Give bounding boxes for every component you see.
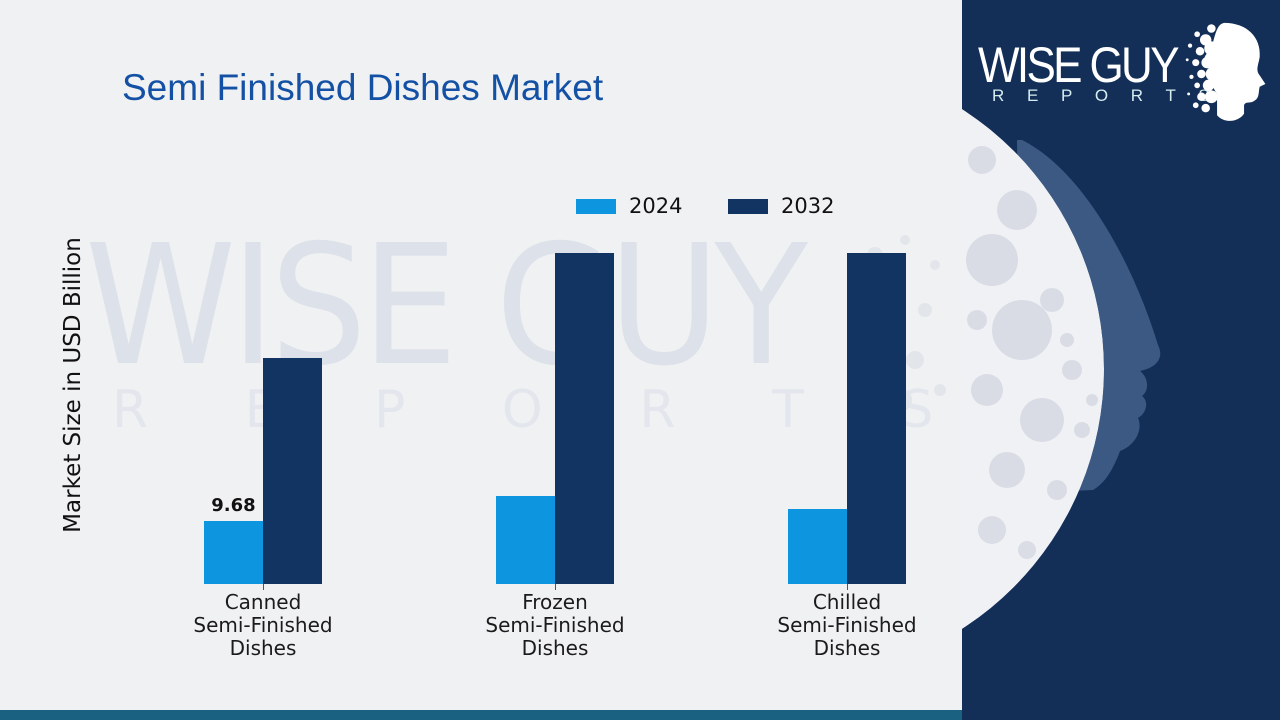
x-axis-tick [847, 584, 848, 590]
x-axis-tick [555, 584, 556, 590]
footer-accent-bar [0, 710, 1280, 720]
category-label-canned: Canned Semi-Finished Dishes [193, 590, 333, 660]
dots-face-icon [1185, 22, 1266, 121]
brand-logo-reports: R E P O R T S [992, 86, 1219, 105]
x-axis-tick [263, 584, 264, 590]
legend-label-2024: 2024 [629, 194, 683, 218]
legend-swatch-2032 [728, 198, 768, 214]
bar-2032-canned [263, 358, 322, 584]
bar-2024-canned [204, 521, 263, 584]
head-profile-icon [1209, 22, 1266, 121]
category-label-chilled: Chilled Semi-Finished Dishes [777, 590, 917, 660]
legend-label-2032: 2032 [781, 194, 835, 218]
category-label-frozen: Frozen Semi-Finished Dishes [485, 590, 625, 660]
y-axis-label: Market Size in USD Billion [60, 237, 86, 533]
legend-item-2032: 2032 [728, 194, 834, 218]
legend-swatch-2024 [576, 198, 616, 214]
legend-item-2024: 2024 [576, 194, 682, 218]
panel-background-art [962, 60, 1161, 678]
brand-logo-wiseguy: WISE GUY [978, 37, 1180, 93]
bar-2032-chilled [847, 253, 906, 584]
bar-2024-frozen [496, 496, 555, 584]
bar-2032-frozen [555, 253, 614, 584]
bar-value-label: 9.68 [211, 495, 256, 516]
bar-2024-chilled [788, 509, 847, 584]
brand-panel: WISE GUY R E P O R T S [962, 0, 1280, 720]
chart-title: Semi Finished Dishes Market [122, 66, 604, 108]
